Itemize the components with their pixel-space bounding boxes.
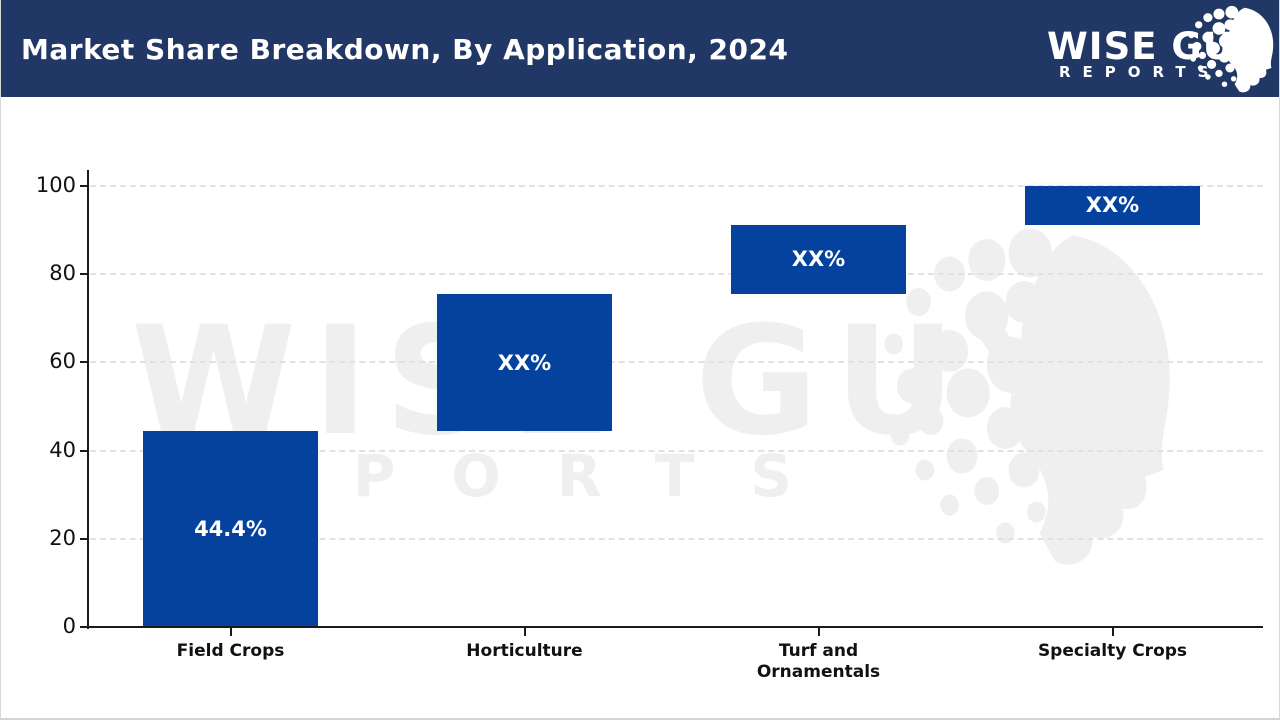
x-category-label-2: Turf and Ornamentals (756, 641, 881, 682)
x-tick-3 (1111, 628, 1114, 636)
bar-horticulture: XX% (437, 294, 612, 432)
page-title: Market Share Breakdown, By Application, … (21, 33, 789, 66)
y-tick-label-100: 100 (35, 173, 76, 197)
gridline-20 (90, 537, 1263, 540)
y-tick-label-20: 20 (49, 525, 76, 550)
bar-turf-and-ornamentals: XX% (731, 224, 906, 295)
bar-field-crops: 44.4% (143, 431, 318, 627)
gridline-40 (90, 449, 1263, 452)
logo-subtitle: REPORTS (1059, 63, 1221, 81)
y-tick-80 (80, 273, 88, 276)
x-tick-0 (229, 628, 232, 636)
y-tick-0 (80, 626, 88, 628)
header-bar: Market Share Breakdown, By Application, … (1, 0, 1279, 97)
y-axis-line (87, 170, 89, 629)
x-category-label-3: Specialty Crops (1037, 641, 1188, 661)
x-axis-line (87, 626, 1263, 628)
bar-specialty-crops: XX% (1025, 186, 1200, 225)
bar-value-label: XX% (791, 247, 846, 272)
y-tick-label-40: 40 (49, 437, 76, 462)
bar-value-label: 44.4% (194, 517, 267, 542)
y-tick-label-80: 80 (49, 261, 76, 286)
x-category-label-0: Field Crops (176, 641, 285, 661)
y-tick-20 (80, 537, 88, 540)
y-tick-60 (80, 361, 88, 364)
wiseguy-head-icon (1188, 5, 1274, 93)
y-tick-label-0: 0 (62, 614, 76, 638)
watermark-text-2: PORTS (353, 442, 849, 510)
y-tick-100 (80, 185, 88, 187)
x-tick-2 (817, 628, 820, 636)
y-tick-label-60: 60 (49, 349, 76, 374)
gridline-100 (90, 185, 1263, 187)
bar-value-label: XX% (1085, 193, 1140, 218)
gridline-60 (90, 361, 1263, 364)
bar-value-label: XX% (497, 350, 552, 375)
gridline-80 (90, 273, 1263, 276)
y-tick-40 (80, 449, 88, 452)
x-tick-1 (523, 628, 526, 636)
chart-plot-area: 0 20 40 60 80 100 44.4% Field Crops XX% Horticult… (1, 97, 1279, 718)
x-category-label-1: Horticulture (466, 641, 583, 661)
